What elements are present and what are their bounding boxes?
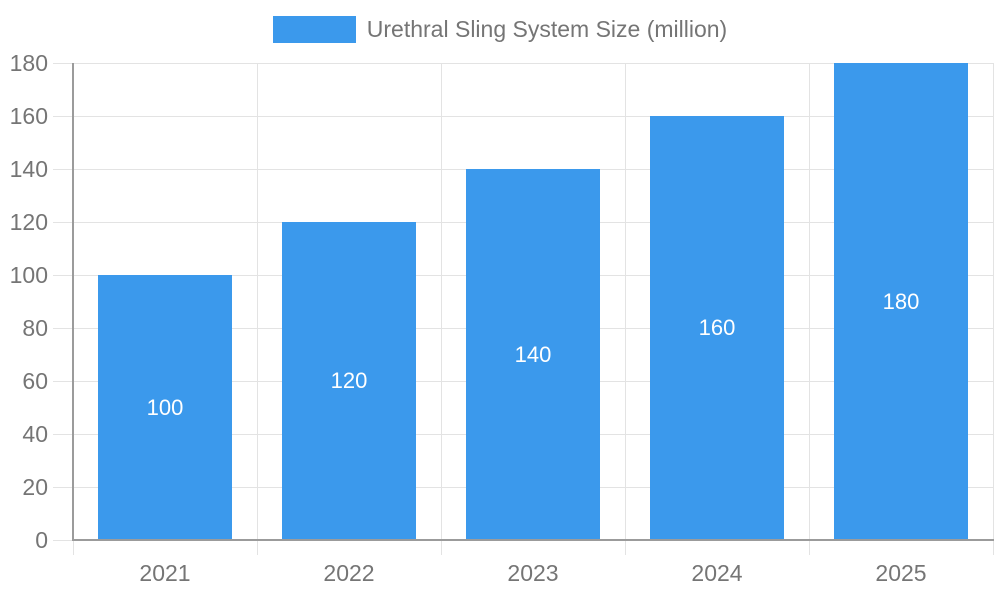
x-tick bbox=[809, 540, 810, 555]
x-tick bbox=[441, 540, 442, 555]
y-axis-tick-label: 140 bbox=[9, 156, 48, 182]
x-gridline bbox=[809, 63, 810, 540]
y-axis-tick-label: 180 bbox=[9, 50, 48, 76]
legend-label: Urethral Sling System Size (million) bbox=[366, 16, 728, 42]
x-gridline bbox=[625, 63, 626, 540]
x-gridline bbox=[993, 63, 994, 540]
x-tick bbox=[625, 540, 626, 555]
x-gridline bbox=[257, 63, 258, 540]
y-axis-tick-label: 160 bbox=[9, 103, 48, 129]
x-axis-tick-label: 2022 bbox=[323, 560, 375, 586]
y-axis-tick-label: 40 bbox=[22, 421, 48, 447]
legend: Urethral Sling System Size (million) bbox=[0, 16, 1000, 43]
bar-value-label: 180 bbox=[882, 288, 920, 314]
y-axis-tick-label: 80 bbox=[22, 315, 48, 341]
bar: 140 bbox=[466, 169, 600, 540]
x-gridline bbox=[441, 63, 442, 540]
bar-value-label: 120 bbox=[330, 368, 368, 393]
legend-swatch bbox=[272, 16, 356, 43]
y-axis-line bbox=[72, 63, 74, 540]
y-axis-tick-label: 100 bbox=[9, 262, 48, 288]
bar: 100 bbox=[98, 275, 232, 540]
y-tick bbox=[53, 540, 73, 541]
bar: 120 bbox=[282, 222, 416, 540]
x-tick bbox=[73, 540, 74, 555]
y-axis-tick-label: 120 bbox=[9, 209, 48, 235]
x-axis-tick-label: 2021 bbox=[139, 560, 191, 586]
x-axis-line bbox=[72, 539, 994, 541]
y-axis-tick-label: 20 bbox=[22, 474, 48, 500]
bar-value-label: 160 bbox=[698, 315, 736, 340]
y-axis-tick-label: 60 bbox=[22, 368, 48, 394]
x-axis-tick-label: 2025 bbox=[875, 560, 927, 586]
y-gridline bbox=[53, 116, 993, 117]
y-gridline bbox=[53, 63, 993, 64]
x-axis-tick-label: 2024 bbox=[691, 560, 743, 586]
x-tick bbox=[993, 540, 994, 555]
bar: 180 bbox=[834, 63, 968, 540]
x-tick bbox=[257, 540, 258, 555]
bar: 160 bbox=[650, 116, 784, 540]
x-axis-tick-label: 2023 bbox=[507, 560, 559, 586]
y-axis-tick-label: 0 bbox=[35, 527, 48, 553]
bar-value-label: 140 bbox=[514, 341, 552, 367]
bar-value-label: 100 bbox=[146, 394, 184, 420]
